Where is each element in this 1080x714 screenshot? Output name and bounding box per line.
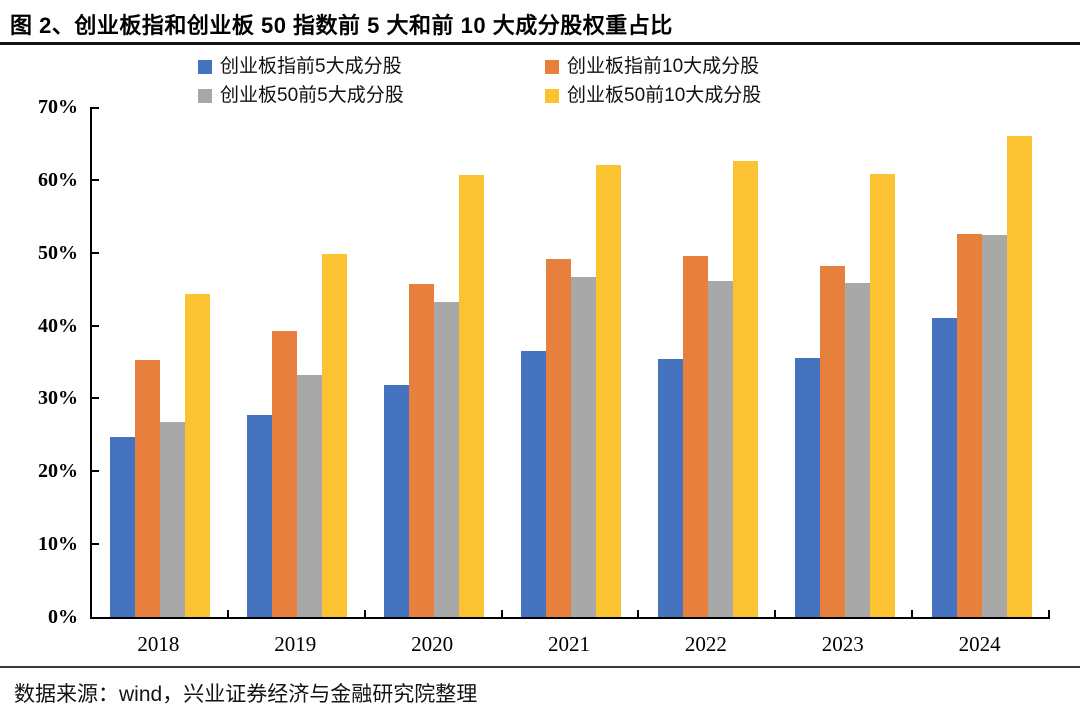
y-axis-label: 50% [38, 241, 78, 264]
y-axis-label: 20% [38, 460, 78, 483]
y-axis-tick [92, 397, 99, 400]
bar [272, 330, 298, 617]
x-axis-tick [500, 610, 503, 617]
x-axis-tick [363, 610, 366, 617]
bar [160, 422, 186, 617]
title-divider [0, 42, 1080, 45]
bar [434, 301, 460, 617]
legend-swatch [545, 89, 559, 103]
x-axis-tick [226, 610, 229, 617]
x-axis-label: 2020 [411, 632, 454, 656]
legend-item: 创业板50前10大成分股 [545, 85, 761, 107]
data-source-note: 数据来源：wind，兴业证券经济与金融研究院整理 [14, 683, 478, 706]
x-axis-label: 2023 [821, 632, 864, 656]
legend-label: 创业板指前10大成分股 [567, 56, 760, 77]
footer-divider [0, 666, 1080, 668]
y-axis-tick [92, 324, 99, 327]
y-axis-tick [92, 543, 99, 546]
legend-swatch [198, 89, 212, 103]
bar [1006, 136, 1032, 617]
bar [682, 256, 708, 617]
y-axis-label: 60% [38, 168, 78, 191]
legend-label: 创业板50前10大成分股 [567, 85, 762, 106]
y-axis-label: 40% [38, 314, 78, 337]
x-axis-tick [637, 610, 640, 617]
legend-label: 创业板50前5大成分股 [220, 85, 404, 106]
y-axis-label: 0% [48, 606, 78, 628]
bar [596, 164, 621, 617]
bar [819, 265, 845, 617]
bar [546, 259, 571, 617]
y-axis-tick [92, 178, 99, 181]
x-axis-label: 2021 [547, 632, 590, 656]
bar [297, 375, 323, 617]
bar [459, 174, 485, 617]
y-axis-label: 30% [38, 387, 78, 410]
bar [185, 294, 211, 617]
bar [322, 254, 348, 617]
bar [571, 276, 596, 617]
bar [794, 358, 820, 617]
bar [110, 437, 136, 617]
bar [409, 284, 435, 617]
legend-swatch [545, 60, 559, 74]
legend-item: 创业板50前5大成分股 [198, 85, 545, 107]
chart-title: 图 2、创业板指和创业板 50 指数前 5 大和前 10 大成分股权重占比 [10, 13, 673, 38]
y-axis-tick [92, 470, 99, 473]
bar [384, 384, 410, 617]
x-axis-label: 2018 [137, 632, 180, 656]
bar [247, 415, 273, 617]
bar [869, 174, 895, 617]
bar [931, 318, 957, 617]
bar [844, 283, 870, 617]
x-axis-tick [1048, 610, 1050, 617]
y-axis-label: 10% [38, 533, 78, 556]
y-axis-label: 70% [38, 96, 78, 118]
legend-item: 创业板指前5大成分股 [198, 56, 545, 78]
legend-item: 创业板指前10大成分股 [545, 56, 761, 78]
bar [657, 359, 683, 617]
bar [956, 233, 982, 617]
x-axis-label: 2022 [684, 632, 727, 656]
bar [707, 281, 733, 617]
y-axis-tick [92, 251, 99, 254]
plot-area [90, 107, 1050, 619]
bar [521, 351, 546, 617]
bar [732, 160, 758, 617]
y-axis-tick [92, 107, 99, 109]
chart-legend: 创业板指前5大成分股 创业板指前10大成分股创业板50前5大成分股 创业板50前10… [198, 56, 761, 107]
x-axis-tick [774, 610, 777, 617]
x-axis-label: 2019 [274, 632, 317, 656]
x-axis-tick [911, 610, 914, 617]
legend-label: 创业板指前5大成分股 [220, 56, 402, 77]
bar [981, 235, 1007, 617]
bar [135, 359, 161, 617]
x-axis-label: 2024 [958, 632, 1001, 656]
legend-swatch [198, 60, 212, 74]
